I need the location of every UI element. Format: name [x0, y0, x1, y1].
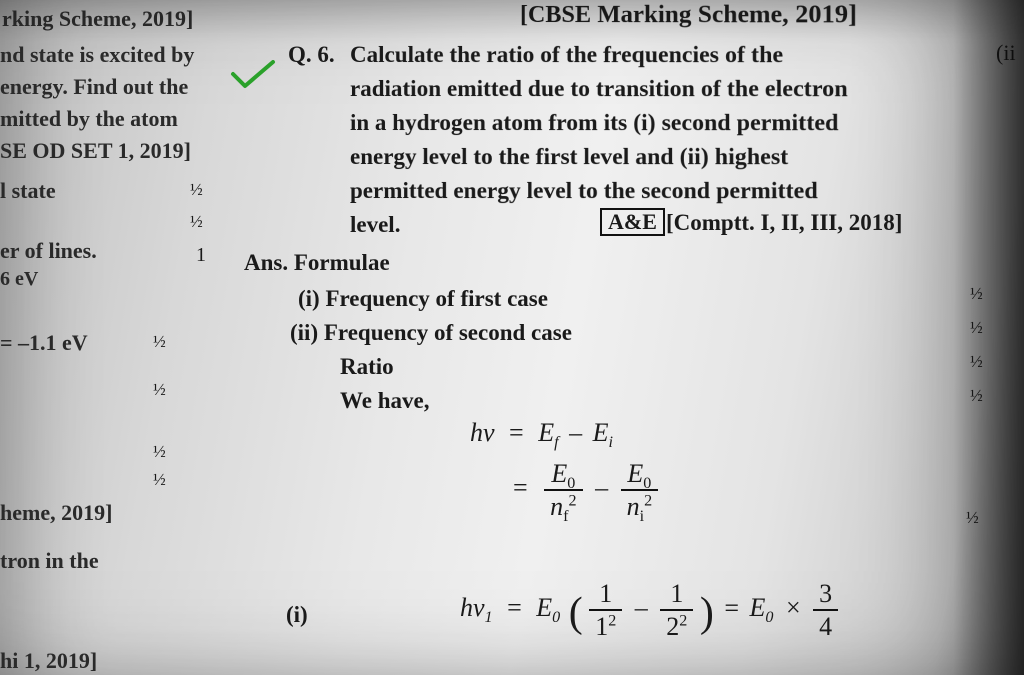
- minus3: –: [629, 593, 654, 622]
- hv: hν: [470, 418, 495, 447]
- textbook-page: rking Scheme, 2019] [CBSE Marking Scheme…: [0, 0, 1024, 675]
- eq4: =: [724, 593, 739, 622]
- mark-right-1: ½: [970, 284, 983, 304]
- frac-E0-ni2: E0 ni2: [621, 460, 659, 521]
- ans-item-ii: (ii) Frequency of second case: [290, 316, 572, 349]
- eq1: =: [501, 418, 532, 447]
- mark-half-5: ½: [153, 380, 166, 400]
- question-line1: Calculate the ratio of the frequencies o…: [350, 37, 1014, 72]
- mark-right-3: ½: [970, 352, 983, 372]
- header-left-scheme: rking Scheme, 2019]: [2, 6, 193, 32]
- rparen: ): [700, 590, 718, 636]
- question-line6: level.: [350, 208, 400, 241]
- mark-right-5: ½: [966, 508, 979, 528]
- ae-box: A&E: [600, 208, 665, 236]
- frac-3-4: 3 4: [813, 580, 838, 641]
- Ef: Ef: [538, 418, 558, 447]
- frag-energy-find: energy. Find out the: [0, 74, 188, 100]
- frag-lines: er of lines.: [0, 238, 97, 264]
- frac-1-1sq: 1 12: [589, 580, 622, 641]
- case-i-label: (i): [286, 598, 308, 631]
- times: ×: [780, 593, 807, 622]
- Ei: Ei: [593, 418, 613, 447]
- mark-half-1: ½: [190, 180, 203, 200]
- mark-half-4: ½: [153, 332, 166, 352]
- mark-half-6: ½: [153, 442, 166, 462]
- frag-state: l state: [0, 178, 56, 204]
- eq2: =: [513, 473, 538, 502]
- eq3: =: [499, 593, 530, 622]
- question-line2: radiation emitted due to transition of t…: [350, 71, 1024, 106]
- ans-ratio: Ratio: [340, 350, 394, 383]
- math-line3: hν1 = E0 ( 1 12 – 1 22 ) = E0 × 3 4: [460, 580, 838, 641]
- mark-one: 1: [196, 244, 207, 267]
- frag-6ev: 6 eV: [0, 268, 38, 291]
- E0-left: E0: [536, 593, 560, 622]
- frac-1-2sq: 1 22: [660, 580, 693, 641]
- question-number: Q. 6.: [288, 38, 335, 71]
- question-line4: energy level to the first level and (ii)…: [350, 139, 1024, 174]
- ans-wehave: We have,: [340, 384, 429, 417]
- frag-tron: tron in the: [0, 548, 99, 574]
- header-right-scheme: [CBSE Marking Scheme, 2019]: [520, 1, 857, 30]
- question-line3: in a hydrogen atom from its (i) second p…: [350, 105, 1024, 140]
- E0-right: E0: [746, 593, 774, 622]
- math-line2: = E0 nf2 – E0 ni2: [513, 460, 658, 521]
- ans-formulae: Ans. Formulae: [244, 246, 390, 279]
- frac-E0-nf2: E0 nf2: [544, 460, 582, 521]
- mark-half-2: ½: [190, 212, 203, 232]
- mark-right-ii: (ii: [996, 40, 1016, 66]
- frag-neg11ev: = –1.1 eV: [0, 330, 88, 356]
- minus2: –: [589, 473, 614, 502]
- question-cite: [Comptt. I, II, III, 2018]: [666, 206, 902, 239]
- minus1: –: [565, 418, 586, 447]
- ans-item-i: (i) Frequency of first case: [298, 282, 548, 315]
- hv1: hν1: [460, 593, 493, 622]
- math-line1: hν = Ef – Ei: [470, 418, 613, 448]
- frag-excited-by: nd state is excited by: [0, 42, 194, 68]
- frag-mitted-atom: mitted by the atom: [0, 106, 178, 132]
- frag-hi1: hi 1, 2019]: [0, 648, 97, 674]
- question-line5: permitted energy level to the second per…: [350, 173, 1024, 208]
- mark-right-4: ½: [970, 386, 983, 406]
- frag-heme2019: heme, 2019]: [0, 500, 112, 526]
- checkmark-icon: [230, 60, 276, 90]
- mark-right-2: ½: [970, 318, 983, 338]
- mark-half-7: ½: [153, 470, 166, 490]
- frag-odset: SE OD SET 1, 2019]: [0, 138, 191, 164]
- lparen: (: [567, 590, 583, 636]
